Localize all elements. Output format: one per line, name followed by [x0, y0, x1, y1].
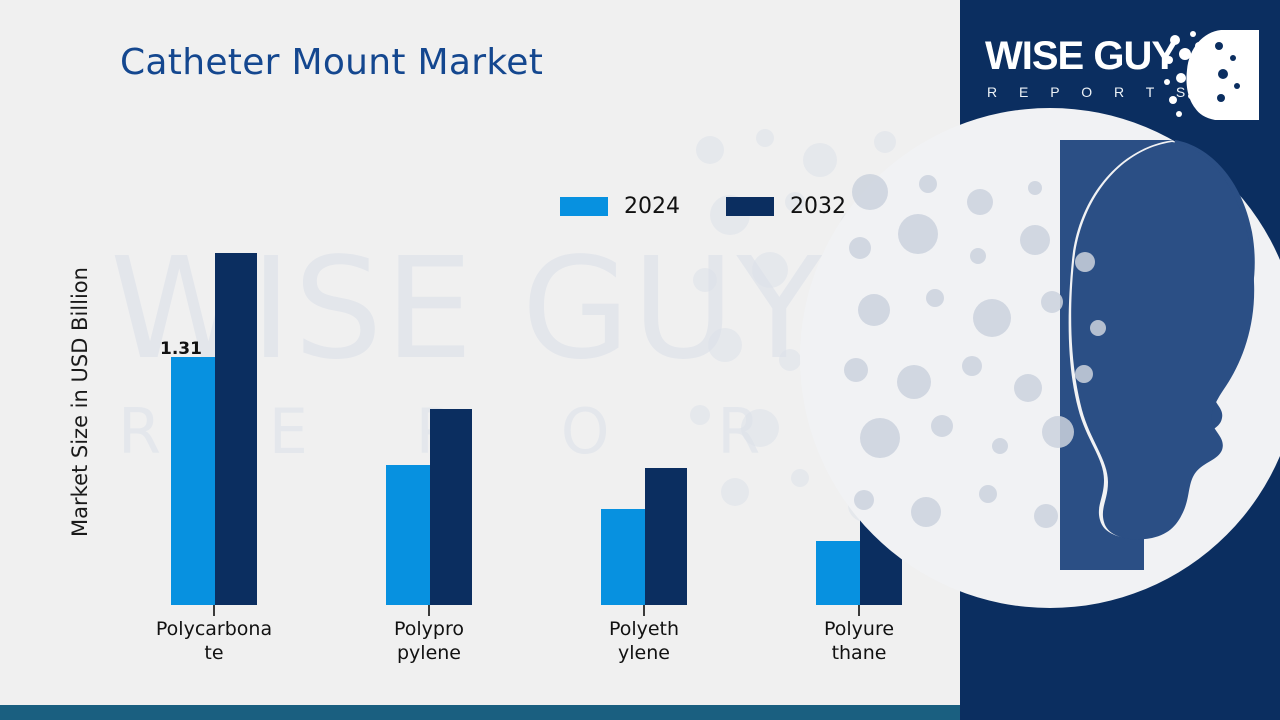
x-tick-polypropylene	[428, 605, 430, 616]
footer-accent-bar	[0, 705, 960, 720]
bar-2032-polypropylene[interactable]	[430, 409, 472, 605]
x-tick-polyethylene	[643, 605, 645, 616]
head-silhouette-icon	[1060, 140, 1255, 570]
panel-dots-icon	[844, 174, 1106, 528]
x-tick-polycarbonate	[213, 605, 215, 616]
brand-panel	[800, 0, 1280, 720]
legend-swatch-2024	[560, 197, 608, 216]
bar-2032-polyethylene[interactable]	[645, 468, 687, 605]
x-label-line1: Polyure	[823, 618, 895, 640]
chart-legend: 2024 2032	[560, 194, 846, 219]
bar-2024-polyethylene[interactable]	[601, 509, 645, 605]
x-label-polyurethane: Polyure thane	[779, 617, 939, 665]
legend-item-2024[interactable]: 2024	[560, 194, 680, 219]
x-label-polycarbonate: Polycarbona te	[134, 617, 294, 665]
bar-2024-polypropylene[interactable]	[386, 465, 430, 605]
legend-item-2032[interactable]: 2032	[726, 194, 846, 219]
plot-area: Market Size in USD Billion 2024 2032 1.3…	[68, 194, 939, 665]
x-label-line2: te	[204, 642, 224, 664]
legend-label-2024: 2024	[624, 194, 680, 219]
x-label-line1: Polyeth	[608, 618, 680, 640]
legend-swatch-2032	[726, 197, 774, 216]
legend-label-2032: 2032	[790, 194, 846, 219]
x-label-polyethylene: Polyeth ylene	[564, 617, 724, 665]
bar-2024-polycarbonate[interactable]	[171, 357, 215, 605]
y-axis-title: Market Size in USD Billion	[68, 267, 92, 537]
x-label-line1: Polypro	[393, 618, 464, 640]
x-label-line2: ylene	[618, 642, 670, 664]
brand-logo[interactable]: WISE GUY R E P O R T S	[985, 30, 1259, 120]
bar-2032-polycarbonate[interactable]	[215, 253, 257, 605]
x-label-line2: thane	[831, 642, 887, 664]
logo-tagline: R E P O R T S	[987, 84, 1195, 100]
bar-value-label-polycarbonate-2024: 1.31	[160, 339, 202, 359]
x-label-line2: pylene	[396, 642, 461, 664]
x-label-polypropylene: Polypro pylene	[349, 617, 509, 665]
logo-wordmark: WISE GUY	[985, 34, 1178, 78]
x-label-line1: Polycarbona	[155, 618, 273, 640]
bar-2024-polyurethane[interactable]	[816, 541, 860, 605]
logo-head-icon	[1164, 30, 1259, 120]
x-tick-polyurethane	[858, 605, 860, 616]
page-title: Catheter Mount Market	[120, 42, 544, 83]
